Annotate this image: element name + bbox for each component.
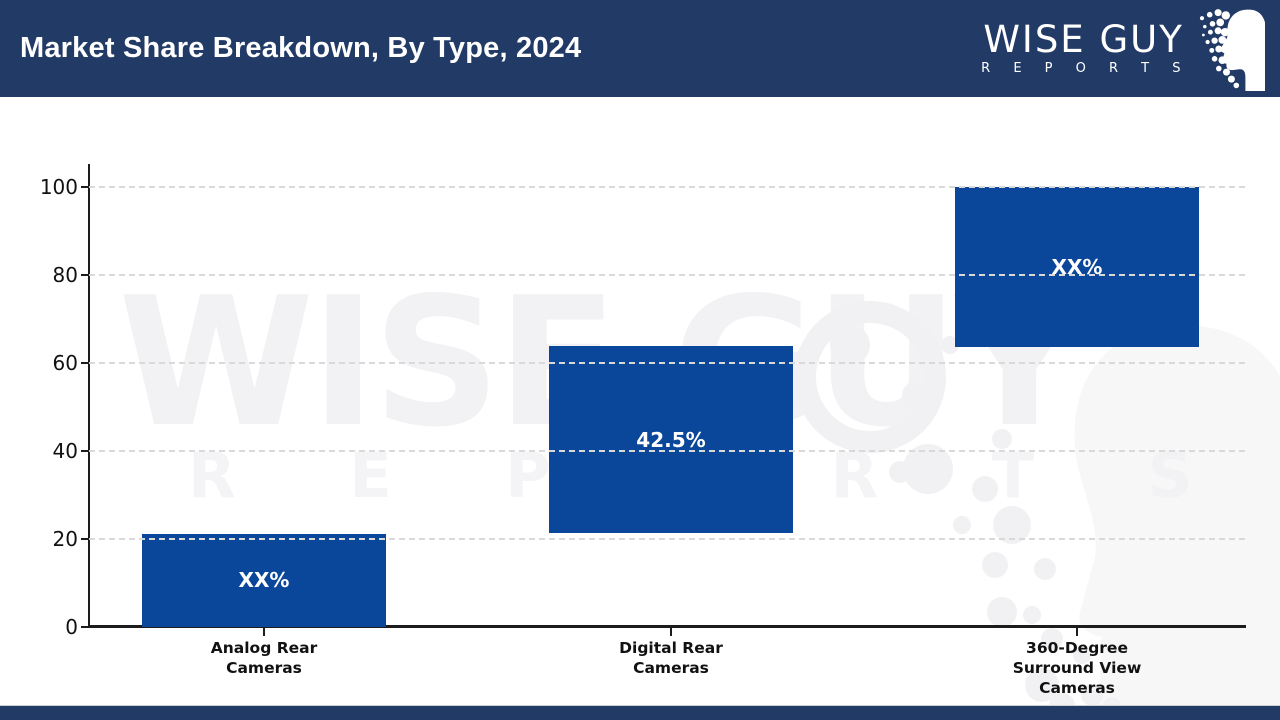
brand-head-icon — [1199, 8, 1265, 91]
bar-segment — [955, 187, 1199, 347]
bar-value-label: 42.5% — [636, 427, 706, 452]
y-tick-label: 20 — [52, 527, 78, 551]
y-tick-label: 0 — [65, 615, 78, 639]
y-tick-mark — [81, 538, 89, 540]
y-axis — [88, 164, 90, 626]
watermark-head-icon — [772, 301, 1280, 706]
chart-canvas: WISE GUY R E P O R T S 020406080100XX%An… — [0, 97, 1280, 706]
y-tick-label: 100 — [39, 175, 78, 199]
bar-segment — [549, 346, 793, 534]
x-tick-mark — [670, 628, 672, 636]
bar-segment — [142, 533, 386, 627]
category-label: 360-Degree Surround View Cameras — [947, 638, 1207, 698]
y-tick-label: 40 — [52, 439, 78, 463]
y-tick-mark — [81, 186, 89, 188]
gridline — [89, 538, 1245, 540]
bar-value-label: XX% — [238, 568, 290, 593]
y-tick-mark — [81, 274, 89, 276]
brand-logo-text: WISE GUY R E P O R T S — [977, 17, 1190, 77]
x-tick-mark — [1076, 628, 1078, 636]
gridline — [89, 186, 1245, 188]
y-tick-label: 60 — [52, 351, 78, 375]
brand-logo-name: WISE GUY — [983, 17, 1184, 61]
category-label: Digital Rear Cameras — [541, 638, 801, 678]
brand-logo-subtitle: R E P O R T S — [981, 61, 1190, 77]
y-tick-mark — [81, 450, 89, 452]
x-tick-mark — [263, 628, 265, 636]
category-label-line: Cameras — [1039, 679, 1115, 697]
category-label: Analog Rear Cameras — [134, 638, 394, 678]
category-label-line: Analog Rear — [210, 639, 318, 657]
header-bar: Market Share Breakdown, By Type, 2024 WI… — [0, 0, 1280, 97]
gridline — [89, 274, 1245, 276]
y-tick-label: 80 — [52, 263, 78, 287]
footer-divider — [0, 705, 1280, 706]
category-label-line: 360-Degree — [1026, 639, 1128, 657]
x-axis — [88, 625, 1246, 628]
category-label-line: Cameras — [633, 659, 709, 677]
gridline — [89, 450, 1245, 452]
y-tick-mark — [81, 626, 89, 628]
footer-bar — [0, 706, 1280, 720]
brand-logo: WISE GUY R E P O R T S — [977, 7, 1280, 91]
category-label-line: Surround View — [1012, 659, 1142, 677]
gridline — [89, 362, 1245, 364]
category-label-line: Cameras — [226, 659, 302, 677]
category-label-line: Digital Rear — [619, 639, 723, 657]
page-title: Market Share Breakdown, By Type, 2024 — [20, 32, 582, 64]
y-tick-mark — [81, 362, 89, 364]
bar-value-label: XX% — [1051, 254, 1103, 279]
